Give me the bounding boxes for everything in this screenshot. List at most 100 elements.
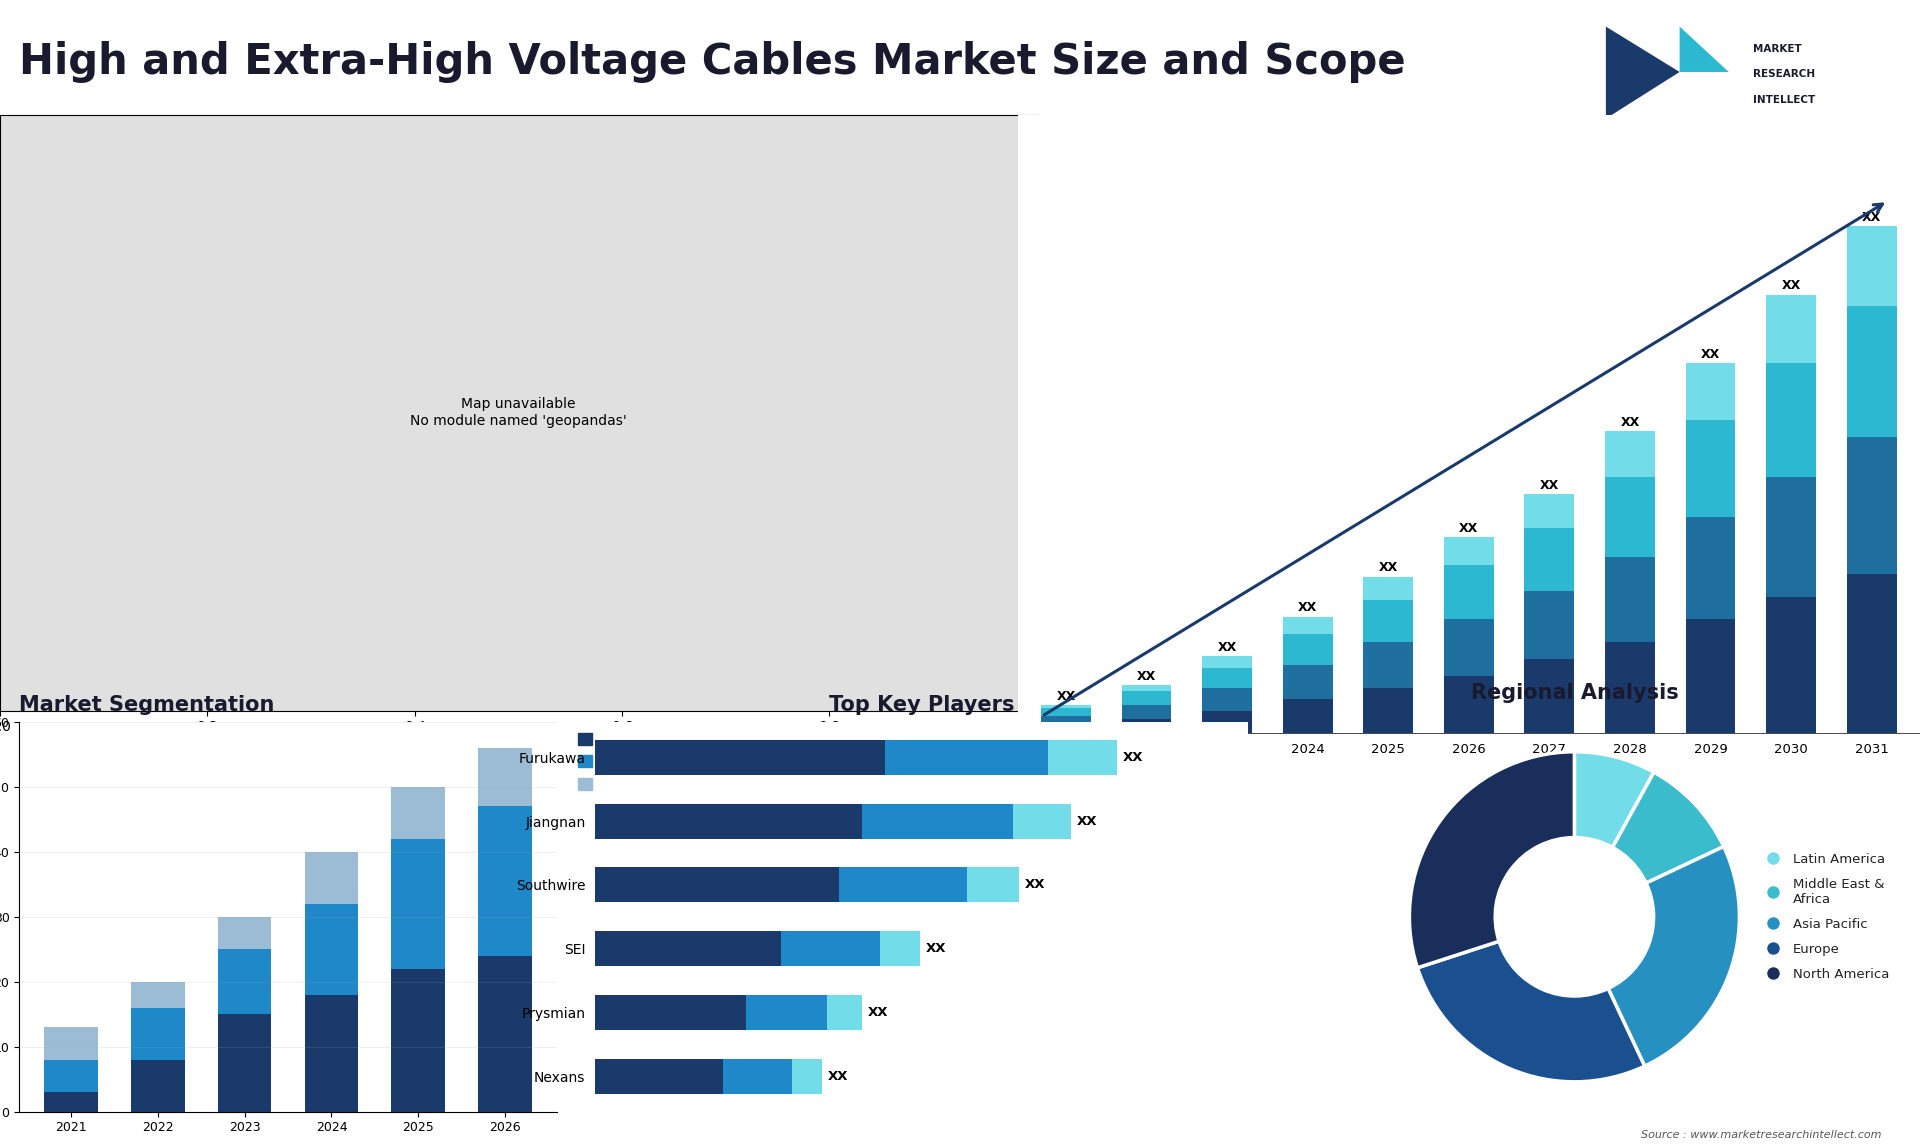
Text: XX: XX <box>1782 280 1801 292</box>
Bar <box>44 1092 98 1112</box>
Bar <box>305 995 359 1112</box>
Text: RESEARCH: RESEARCH <box>1753 70 1816 79</box>
Legend: Latin America, Middle East &
Africa, Asia Pacific, Europe, North America: Latin America, Middle East & Africa, Asi… <box>1755 848 1895 986</box>
Bar <box>1041 716 1091 725</box>
Bar <box>1847 226 1897 306</box>
Bar <box>217 1014 271 1112</box>
Bar <box>1202 657 1252 668</box>
Bar <box>1283 617 1332 634</box>
Bar <box>1524 528 1574 591</box>
Text: Source : www.marketresearchintellect.com: Source : www.marketresearchintellect.com <box>1642 1130 1882 1140</box>
Bar <box>1121 685 1171 691</box>
Polygon shape <box>1605 26 1680 118</box>
Wedge shape <box>1613 772 1724 884</box>
Bar <box>44 1027 98 1060</box>
Bar <box>1766 597 1816 733</box>
Bar <box>1847 306 1897 437</box>
Text: XX: XX <box>868 1006 889 1019</box>
Bar <box>1202 711 1252 733</box>
Bar <box>1766 363 1816 477</box>
Text: XX: XX <box>1862 211 1882 223</box>
Bar <box>1686 363 1736 419</box>
Text: XX: XX <box>1137 669 1156 683</box>
Bar <box>392 968 445 1112</box>
Bar <box>1847 574 1897 733</box>
Bar <box>1524 494 1574 528</box>
Bar <box>1121 720 1171 733</box>
Bar <box>747 995 828 1030</box>
Bar <box>1363 688 1413 733</box>
Bar <box>131 982 184 1007</box>
Bar <box>595 868 839 902</box>
Text: XX: XX <box>1217 642 1236 654</box>
Bar <box>392 839 445 968</box>
Bar <box>595 1059 722 1094</box>
Text: XX: XX <box>1077 815 1098 827</box>
Text: XX: XX <box>1459 521 1478 534</box>
Text: Map unavailable
No module named 'geopandas': Map unavailable No module named 'geopand… <box>411 398 626 427</box>
Text: XX: XX <box>1701 347 1720 361</box>
Bar <box>44 1060 98 1092</box>
Text: XX: XX <box>1123 751 1144 763</box>
Bar <box>131 1060 184 1112</box>
Bar <box>1444 676 1494 733</box>
Bar <box>595 995 747 1030</box>
Bar <box>305 851 359 904</box>
Bar <box>131 1007 184 1060</box>
Bar <box>1524 659 1574 733</box>
Text: XX: XX <box>1298 602 1317 614</box>
Bar <box>1605 557 1655 642</box>
Bar <box>1766 295 1816 363</box>
Polygon shape <box>1680 26 1728 72</box>
Bar <box>1363 599 1413 642</box>
Bar <box>1363 642 1413 688</box>
Wedge shape <box>1409 752 1574 967</box>
Bar <box>1283 634 1332 665</box>
Text: XX: XX <box>1056 690 1075 702</box>
Bar <box>217 949 271 1014</box>
Wedge shape <box>1609 847 1740 1066</box>
Text: MARKET: MARKET <box>1753 45 1803 54</box>
Bar <box>781 932 879 966</box>
Bar <box>722 1059 793 1094</box>
Bar <box>1766 477 1816 597</box>
Bar <box>392 787 445 839</box>
Bar <box>478 807 532 956</box>
Bar <box>1121 691 1171 705</box>
Bar <box>862 803 1014 839</box>
Bar <box>966 868 1020 902</box>
Bar <box>305 904 359 995</box>
Bar <box>1686 620 1736 733</box>
Bar <box>478 956 532 1112</box>
Bar <box>1686 419 1736 517</box>
Bar <box>1041 725 1091 733</box>
Bar <box>1524 591 1574 659</box>
Text: XX: XX <box>828 1070 849 1083</box>
Text: Market Segmentation: Market Segmentation <box>19 694 275 715</box>
Bar <box>1202 688 1252 711</box>
Bar <box>839 868 966 902</box>
Bar <box>793 1059 822 1094</box>
Text: High and Extra-High Voltage Cables Market Size and Scope: High and Extra-High Voltage Cables Marke… <box>19 41 1405 83</box>
Bar <box>595 739 885 775</box>
Bar <box>1605 642 1655 733</box>
Bar <box>478 748 532 807</box>
Bar <box>885 739 1048 775</box>
Bar <box>1041 705 1091 708</box>
Bar <box>595 932 781 966</box>
Bar <box>1605 431 1655 477</box>
Text: XX: XX <box>925 942 947 956</box>
Title: Top Key Players: Top Key Players <box>829 694 1014 715</box>
Bar <box>1686 517 1736 620</box>
Bar <box>1202 668 1252 688</box>
Text: XX: XX <box>1620 416 1640 429</box>
Bar <box>1363 576 1413 599</box>
Bar <box>217 917 271 949</box>
Bar <box>1121 705 1171 720</box>
Bar <box>1847 437 1897 574</box>
Bar <box>1041 708 1091 716</box>
Bar <box>1048 739 1117 775</box>
Bar <box>1014 803 1071 839</box>
Bar <box>1444 620 1494 676</box>
Bar <box>1444 565 1494 620</box>
